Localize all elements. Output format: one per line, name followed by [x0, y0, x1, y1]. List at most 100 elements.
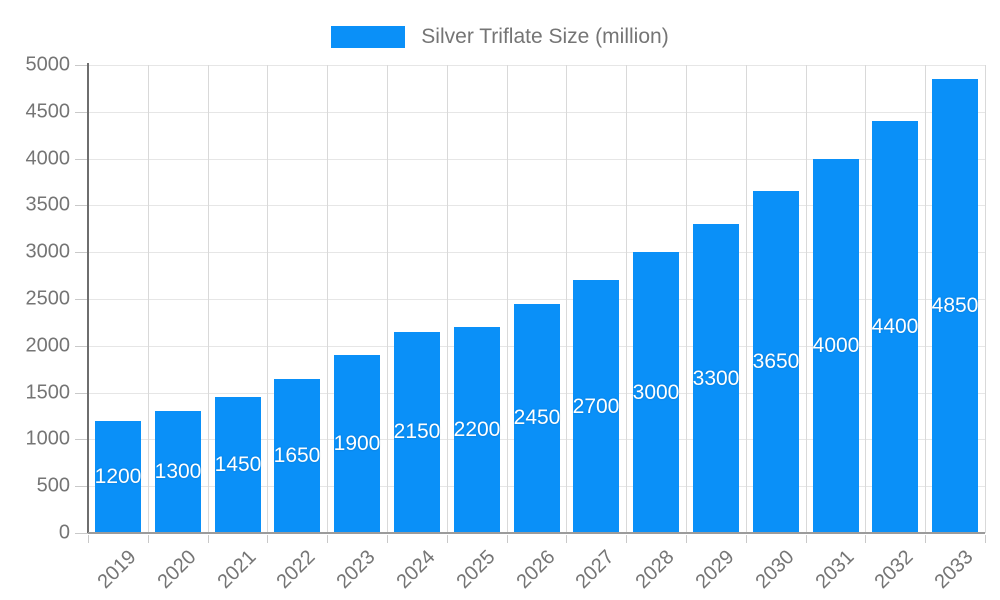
x-axis-label-2032: 2032	[870, 546, 918, 594]
v-gridline	[267, 65, 268, 533]
chart-legend[interactable]: Silver Triflate Size (million)	[0, 25, 1000, 49]
bar-value-label-2021: 1450	[214, 453, 262, 476]
bar-2023	[334, 355, 380, 533]
v-gridline	[208, 65, 209, 533]
x-axis-tick	[925, 535, 926, 543]
bar-2025	[454, 327, 500, 533]
bar-value-label-2031: 4000	[812, 334, 860, 357]
x-axis-tick	[387, 535, 388, 543]
x-axis-line	[88, 532, 985, 534]
h-gridline	[88, 205, 985, 206]
x-axis-tick	[507, 535, 508, 543]
bar-value-label-2028: 3000	[632, 381, 680, 404]
bar-value-label-2030: 3650	[752, 350, 800, 373]
h-gridline	[88, 252, 985, 253]
v-gridline	[148, 65, 149, 533]
bar-value-label-2023: 1900	[333, 432, 381, 455]
y-axis-tick	[75, 346, 88, 347]
y-axis-label: 500	[36, 474, 70, 497]
y-axis-label: 1000	[25, 427, 71, 450]
bar-2022	[274, 379, 320, 533]
x-axis-tick	[865, 535, 866, 543]
x-axis-label-2020: 2020	[153, 546, 201, 594]
h-gridline	[88, 159, 985, 160]
x-axis-label-2026: 2026	[512, 546, 560, 594]
x-axis-label-2033: 2033	[930, 546, 978, 594]
legend-label: Silver Triflate Size (million)	[421, 25, 669, 48]
bar-2032	[872, 121, 918, 533]
bar-2020	[155, 411, 201, 533]
bar-value-label-2022: 1650	[273, 444, 321, 467]
y-axis-tick	[75, 533, 88, 534]
x-axis-tick	[566, 535, 567, 543]
x-axis-tick	[208, 535, 209, 543]
v-gridline	[806, 65, 807, 533]
bar-2033	[932, 79, 978, 533]
x-axis-tick	[686, 535, 687, 543]
y-axis-tick	[75, 252, 88, 253]
y-axis-tick	[75, 299, 88, 300]
v-gridline	[865, 65, 866, 533]
x-axis-label-2019: 2019	[93, 546, 141, 594]
bar-2021	[215, 397, 261, 533]
h-gridline	[88, 299, 985, 300]
bar-value-label-2020: 1300	[154, 460, 202, 483]
y-axis-label: 4500	[25, 100, 71, 123]
y-axis-tick	[75, 205, 88, 206]
x-axis-label-2030: 2030	[751, 546, 799, 594]
x-axis-tick	[626, 535, 627, 543]
bar-value-label-2029: 3300	[692, 367, 740, 390]
y-axis-label: 3000	[25, 240, 71, 263]
x-axis-label-2031: 2031	[811, 546, 859, 594]
x-axis-label-2027: 2027	[571, 546, 619, 594]
x-axis-tick	[88, 535, 89, 543]
x-axis-label-2023: 2023	[332, 546, 380, 594]
y-axis-label: 2000	[25, 334, 71, 357]
bar-value-label-2019: 1200	[94, 465, 142, 488]
y-axis-tick	[75, 439, 88, 440]
v-gridline	[985, 65, 986, 533]
v-gridline	[925, 65, 926, 533]
y-axis-tick	[75, 486, 88, 487]
bar-value-label-2032: 4400	[871, 315, 919, 338]
bar-2031	[813, 159, 859, 533]
bar-2030	[753, 191, 799, 533]
v-gridline	[507, 65, 508, 533]
x-axis-label-2024: 2024	[392, 546, 440, 594]
legend-swatch	[331, 26, 406, 48]
bar-2026	[514, 304, 560, 533]
bar-value-label-2026: 2450	[513, 406, 561, 429]
bar-2029	[693, 224, 739, 533]
h-gridline	[88, 65, 985, 66]
x-axis-label-2025: 2025	[452, 546, 500, 594]
y-axis-label: 0	[58, 521, 70, 544]
bar-value-label-2024: 2150	[393, 420, 441, 443]
bar-2019	[95, 421, 141, 533]
v-gridline	[626, 65, 627, 533]
y-axis-tick	[75, 65, 88, 66]
y-axis-label: 3500	[25, 193, 71, 216]
y-axis-label: 5000	[25, 53, 71, 76]
x-axis-label-2022: 2022	[272, 546, 320, 594]
bar-value-label-2025: 2200	[453, 418, 501, 441]
h-gridline	[88, 112, 985, 113]
y-axis-tick	[75, 393, 88, 394]
bar-2024	[394, 332, 440, 533]
x-axis-tick	[267, 535, 268, 543]
v-gridline	[447, 65, 448, 533]
v-gridline	[387, 65, 388, 533]
bar-value-label-2027: 2700	[572, 395, 620, 418]
v-gridline	[746, 65, 747, 533]
x-axis-tick	[447, 535, 448, 543]
x-axis-tick	[985, 535, 986, 543]
bar-2028	[633, 252, 679, 533]
x-axis-tick	[327, 535, 328, 543]
v-gridline	[686, 65, 687, 533]
x-axis-tick	[746, 535, 747, 543]
y-axis-tick	[75, 159, 88, 160]
y-axis-label: 2500	[25, 287, 71, 310]
y-axis-tick	[75, 112, 88, 113]
v-gridline	[566, 65, 567, 533]
y-axis-label: 4000	[25, 147, 71, 170]
